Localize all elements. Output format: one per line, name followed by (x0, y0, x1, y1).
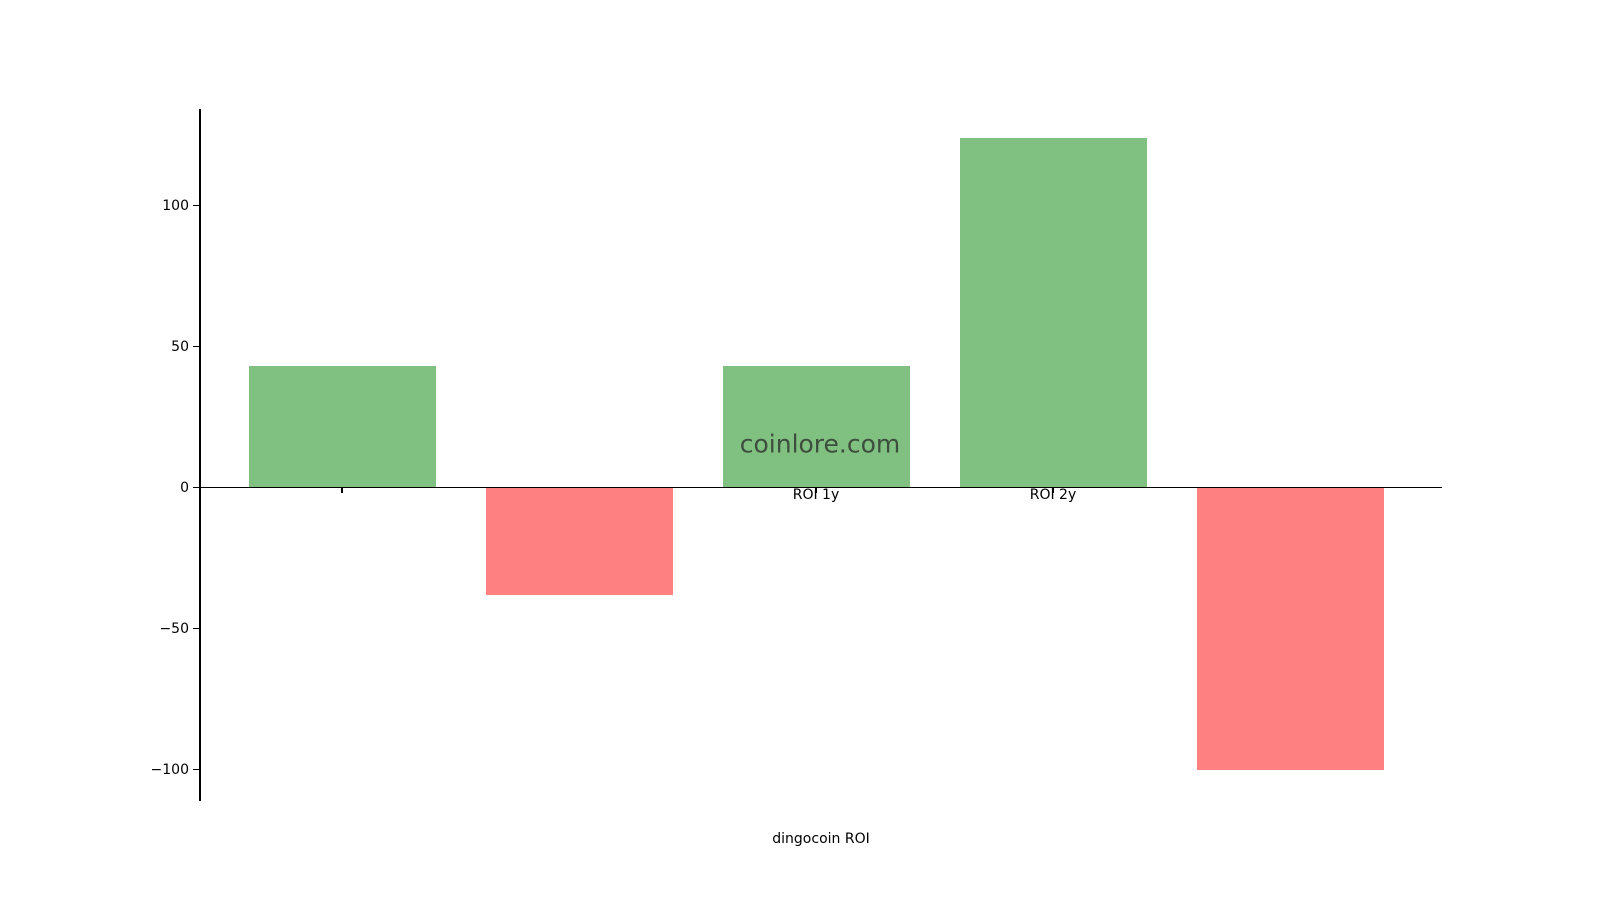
y-tick-label: 100 (162, 197, 189, 214)
x-tick-mark (815, 487, 817, 493)
y-axis-spine (199, 109, 201, 801)
watermark: coinlore.com (739, 429, 901, 459)
y-tick-mark (193, 345, 200, 348)
y-tick-label: −100 (150, 761, 189, 778)
bar-unlabeled-5 (1196, 487, 1384, 770)
x-axis-title: dingocoin ROI (772, 831, 870, 847)
bar-unlabeled-1 (248, 366, 436, 488)
x-tick-mark (341, 487, 343, 493)
y-tick-label: 50 (171, 338, 189, 355)
bar-roi-2y (959, 137, 1147, 488)
y-tick-label: −50 (159, 620, 189, 637)
bar-roi-1y (722, 366, 910, 488)
y-tick-mark (193, 627, 200, 630)
x-tick-label-roi-1y: ROI 1y (792, 487, 840, 503)
y-tick-mark (193, 486, 200, 489)
x-tick-mark (1052, 487, 1054, 493)
y-tick-label: 0 (180, 479, 189, 496)
y-tick-mark (193, 204, 200, 207)
bar-unlabeled-2 (485, 487, 673, 595)
x-axis-zero-line (200, 486, 1442, 489)
y-tick-mark (193, 768, 200, 771)
x-tick-label-roi-2y: ROI 2y (1029, 487, 1077, 503)
